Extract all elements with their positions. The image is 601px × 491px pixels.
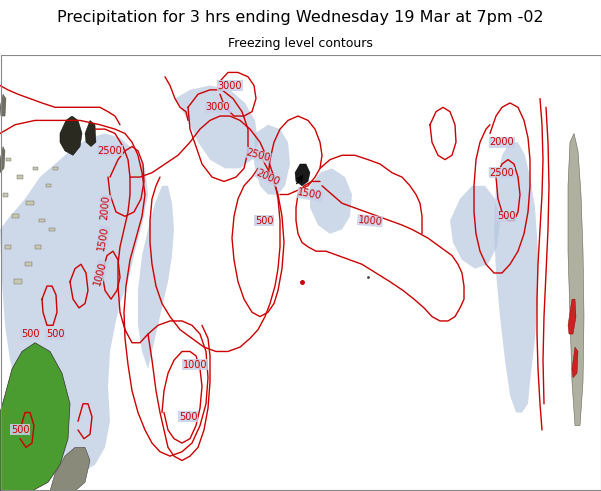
Polygon shape bbox=[14, 279, 22, 284]
Polygon shape bbox=[310, 168, 352, 234]
Text: 3000: 3000 bbox=[206, 102, 230, 112]
Text: 500: 500 bbox=[21, 329, 39, 339]
Text: 500: 500 bbox=[11, 425, 29, 435]
Polygon shape bbox=[60, 116, 82, 155]
Text: 3000: 3000 bbox=[218, 81, 242, 90]
Polygon shape bbox=[49, 228, 55, 231]
Text: 2000: 2000 bbox=[99, 195, 111, 220]
Text: 2000: 2000 bbox=[255, 167, 281, 187]
Polygon shape bbox=[50, 447, 90, 491]
Text: 2500: 2500 bbox=[490, 168, 514, 178]
Text: 2500: 2500 bbox=[245, 147, 271, 164]
Text: 1000: 1000 bbox=[183, 359, 207, 370]
Polygon shape bbox=[0, 94, 6, 116]
Text: 1000: 1000 bbox=[358, 215, 383, 227]
Polygon shape bbox=[17, 175, 23, 179]
Text: 500: 500 bbox=[178, 412, 197, 422]
Text: 1500: 1500 bbox=[96, 225, 110, 251]
Polygon shape bbox=[572, 347, 578, 378]
Text: 500: 500 bbox=[46, 329, 64, 339]
Text: 2500: 2500 bbox=[97, 146, 123, 156]
Text: 1000: 1000 bbox=[92, 260, 108, 286]
Polygon shape bbox=[568, 134, 584, 426]
Polygon shape bbox=[25, 262, 31, 266]
Polygon shape bbox=[494, 142, 538, 412]
Polygon shape bbox=[568, 299, 576, 334]
Polygon shape bbox=[138, 186, 174, 369]
Polygon shape bbox=[175, 85, 258, 168]
Polygon shape bbox=[295, 164, 310, 186]
Text: 500: 500 bbox=[255, 216, 273, 226]
Polygon shape bbox=[26, 201, 34, 205]
Polygon shape bbox=[254, 125, 290, 194]
Polygon shape bbox=[32, 167, 37, 170]
Polygon shape bbox=[39, 219, 45, 222]
Polygon shape bbox=[52, 167, 58, 170]
Polygon shape bbox=[11, 214, 19, 218]
Text: Precipitation for 3 hrs ending Wednesday 19 Mar at 7pm -02: Precipitation for 3 hrs ending Wednesday… bbox=[57, 10, 544, 25]
Polygon shape bbox=[46, 184, 50, 187]
Polygon shape bbox=[85, 120, 96, 146]
Text: Freezing level contours: Freezing level contours bbox=[228, 37, 373, 51]
Polygon shape bbox=[0, 343, 70, 491]
Polygon shape bbox=[5, 158, 10, 161]
Polygon shape bbox=[450, 186, 500, 269]
Text: 2000: 2000 bbox=[490, 137, 514, 147]
Polygon shape bbox=[5, 245, 11, 249]
Polygon shape bbox=[0, 146, 5, 173]
Polygon shape bbox=[2, 192, 7, 196]
Polygon shape bbox=[0, 134, 148, 473]
Polygon shape bbox=[35, 245, 41, 249]
Text: 500: 500 bbox=[497, 211, 515, 221]
Text: 1500: 1500 bbox=[297, 188, 323, 202]
